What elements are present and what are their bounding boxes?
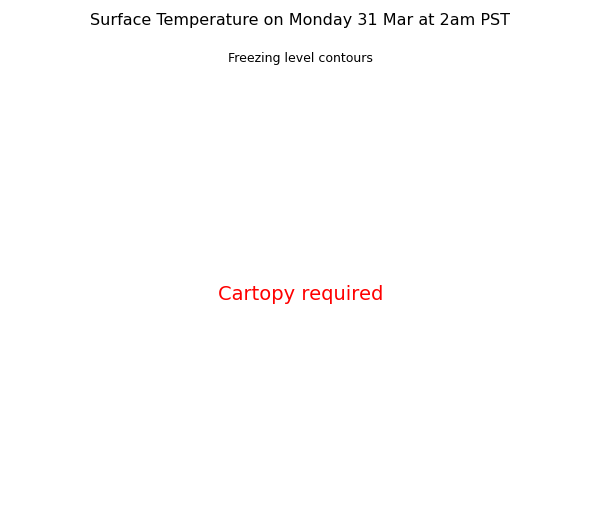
Text: Freezing level contours: Freezing level contours	[228, 51, 373, 65]
Text: Cartopy required: Cartopy required	[218, 285, 383, 304]
Text: Surface Temperature on Monday 31 Mar at 2am PST: Surface Temperature on Monday 31 Mar at …	[91, 13, 510, 28]
